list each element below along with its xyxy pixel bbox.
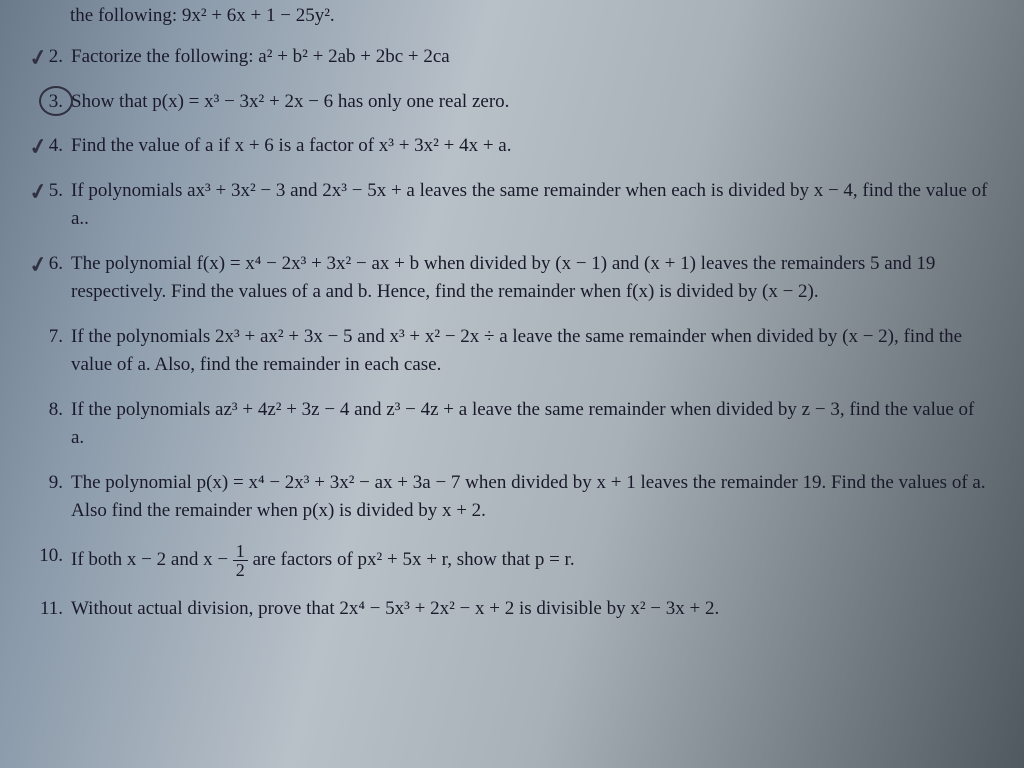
question-number: 11.	[35, 595, 71, 624]
question-number: 10.	[35, 542, 71, 571]
question-number: 8.	[35, 396, 71, 425]
question-text: Show that p(x) = x³ − 3x² + 2x − 6 has o…	[71, 88, 989, 117]
question-number: 9.	[35, 469, 71, 498]
question-3: 3. Show that p(x) = x³ − 3x² + 2x − 6 ha…	[35, 88, 989, 117]
question-5: 5. If polynomials ax³ + 3x² − 3 and 2x³ …	[35, 177, 989, 234]
fraction-half: 12	[233, 542, 248, 579]
question-number: 7.	[35, 323, 71, 352]
question-number: 3.	[35, 88, 71, 117]
frac-num: 1	[233, 542, 248, 561]
question-number: 2.	[35, 43, 71, 72]
question-text: Factorize the following: a² + b² + 2ab +…	[71, 43, 989, 72]
question-6: 6. The polynomial f(x) = x⁴ − 2x³ + 3x² …	[35, 250, 989, 307]
question-number: 4.	[35, 132, 71, 161]
question-7: 7. If the polynomials 2x³ + ax² + 3x − 5…	[35, 323, 989, 380]
question-number: 5.	[35, 177, 71, 206]
question-4: 4. Find the value of a if x + 6 is a fac…	[35, 132, 989, 161]
question-text: If the polynomials 2x³ + ax² + 3x − 5 an…	[71, 323, 989, 380]
question-text: If the polynomials az³ + 4z² + 3z − 4 an…	[71, 396, 989, 453]
question-text: Find the value of a if x + 6 is a factor…	[71, 132, 989, 161]
question-9: 9. The polynomial p(x) = x⁴ − 2x³ + 3x² …	[35, 469, 989, 526]
questions-page: 2. Factorize the following: a² + b² + 2a…	[0, 43, 1024, 623]
question-2: 2. Factorize the following: a² + b² + 2a…	[35, 43, 989, 72]
partial-text: the following: 9x² + 6x + 1 − 25y².	[70, 5, 335, 26]
question-number: 6.	[35, 250, 71, 279]
question-text: The polynomial p(x) = x⁴ − 2x³ + 3x² − a…	[71, 469, 989, 526]
frac-den: 2	[233, 561, 248, 579]
question-text: The polynomial f(x) = x⁴ − 2x³ + 3x² − a…	[71, 250, 989, 307]
question-8: 8. If the polynomials az³ + 4z² + 3z − 4…	[35, 396, 989, 453]
q10-post: are factors of px² + 5x + r, show that p…	[248, 548, 575, 569]
question-11: 11. Without actual division, prove that …	[35, 595, 989, 624]
partial-previous-line: the following: 9x² + 6x + 1 − 25y².	[0, 0, 1024, 27]
question-text: Without actual division, prove that 2x⁴ …	[71, 595, 989, 624]
question-text: If polynomials ax³ + 3x² − 3 and 2x³ − 5…	[71, 177, 989, 234]
question-text: If both x − 2 and x − 12 are factors of …	[71, 542, 989, 579]
q10-pre: If both x − 2 and x −	[71, 548, 233, 569]
question-10: 10. If both x − 2 and x − 12 are factors…	[35, 542, 989, 579]
